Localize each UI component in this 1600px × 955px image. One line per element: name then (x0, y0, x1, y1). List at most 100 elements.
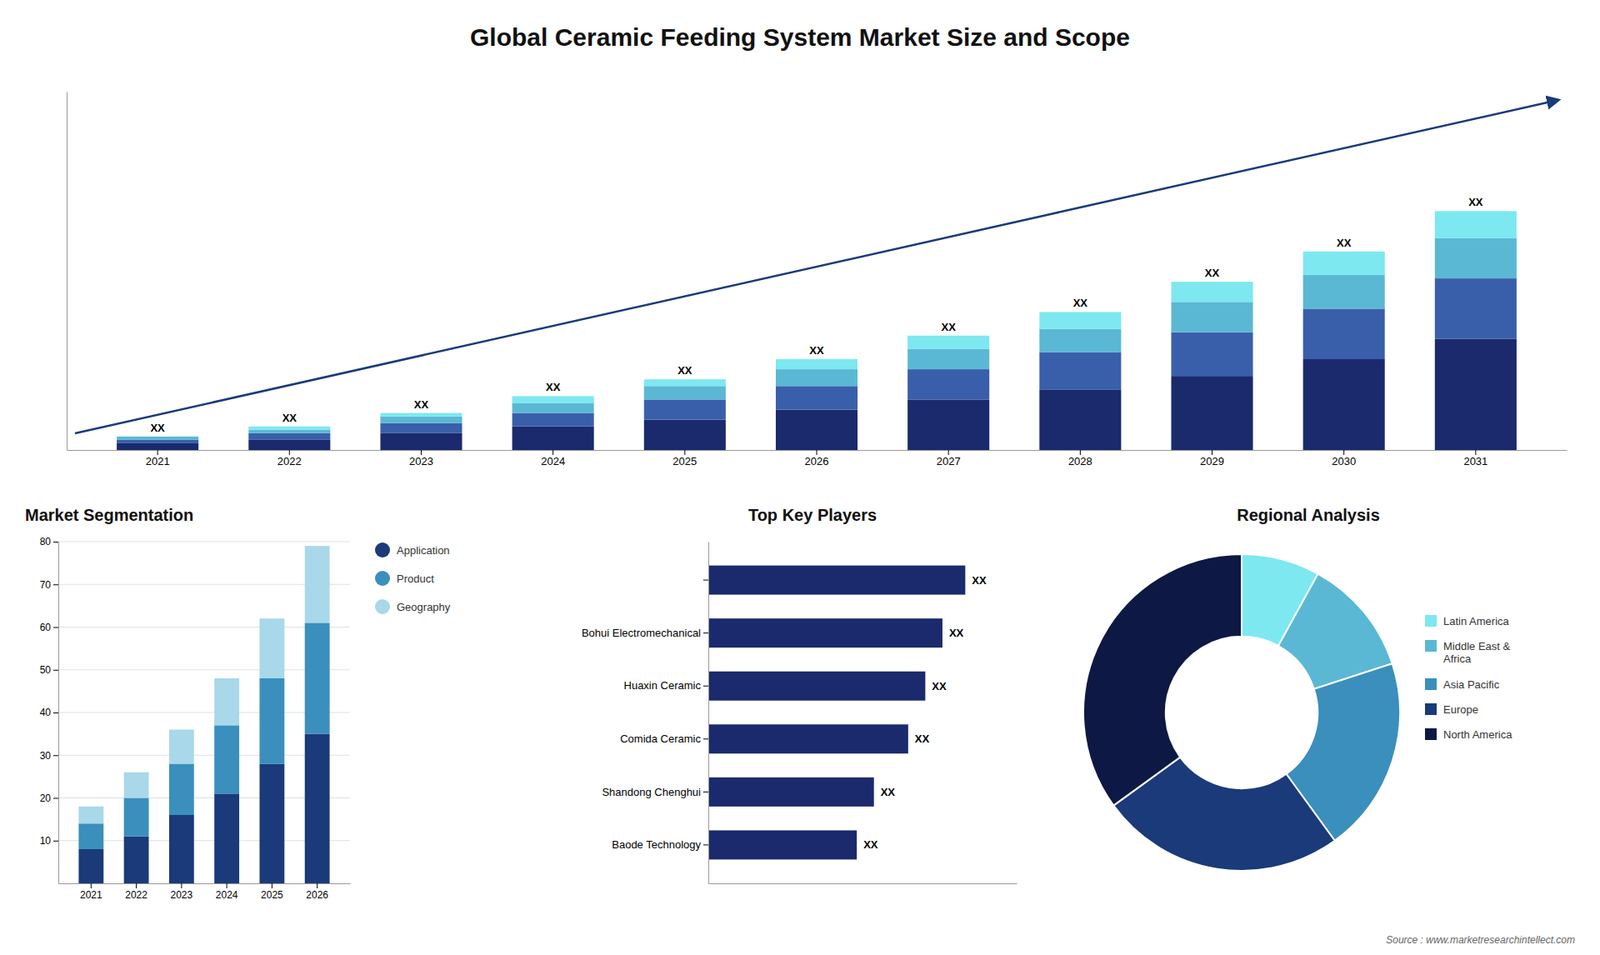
tick: 60 (40, 621, 59, 634)
tick-mark (684, 450, 685, 455)
tick-label: 70 (40, 579, 52, 591)
tick-mark (816, 450, 818, 455)
tick-mark (703, 844, 709, 845)
tick-label: 2026 (305, 889, 329, 901)
bar (124, 836, 150, 884)
tick-mark (703, 632, 709, 634)
source-note: Source : www.marketresearchintellect.com (1385, 934, 1575, 946)
tick-label: Huaxin Ceramic (624, 679, 702, 692)
tick-label: 2025 (260, 889, 284, 901)
slice (1083, 554, 1242, 806)
tick-mark (53, 712, 59, 714)
legend-item: North America (1425, 728, 1513, 741)
tick-label: 80 (40, 535, 52, 548)
data-label: XX (414, 398, 430, 411)
tick-mark (53, 755, 59, 756)
tick-label: 2027 (936, 455, 961, 468)
bar (644, 420, 726, 450)
tick: 80 (40, 535, 59, 548)
bar (259, 678, 285, 765)
plot-area (78, 545, 330, 884)
tick: 2028 (1068, 450, 1093, 468)
tick-label: Comida Ceramic (620, 732, 701, 745)
legend-label-line: Asia Pacific (1443, 678, 1500, 691)
tick-mark (90, 883, 92, 889)
x-axis: 202120222023202420252026 (59, 883, 351, 901)
tick: Bohui Electromechanical (581, 626, 709, 640)
tick-mark (53, 670, 59, 671)
tick: 70 (40, 579, 59, 591)
legend-item: Geography (375, 599, 451, 615)
legend-label-line: Middle East & (1443, 640, 1511, 653)
bar (1303, 251, 1385, 275)
tick-label: 60 (40, 621, 52, 634)
tick-label: Shandong Chenghui (601, 785, 701, 799)
tick-label: 10 (40, 835, 52, 847)
tick-mark (157, 450, 159, 455)
tick-mark (1080, 450, 1081, 455)
bar (259, 618, 285, 679)
tick-label: 2030 (1331, 455, 1356, 468)
tick: 2022 (277, 450, 302, 468)
bar (248, 430, 330, 434)
bar (708, 671, 925, 701)
bar (305, 622, 330, 734)
tick: 2031 (1463, 450, 1488, 468)
chart-title: Global Ceramic Feeding System Market Siz… (470, 23, 1130, 51)
legend-label: Europe (1443, 703, 1479, 716)
bar (169, 730, 195, 765)
bar (248, 433, 330, 440)
bar (116, 440, 199, 444)
plot-area (1083, 554, 1400, 871)
tick-label: 2021 (80, 889, 103, 901)
tick-label: 30 (40, 750, 52, 762)
tick-mark (180, 883, 182, 889)
bar (1170, 375, 1253, 450)
tick: 2029 (1200, 450, 1225, 468)
series (248, 210, 1517, 430)
plot-area (708, 565, 965, 860)
y-axis: Bohui Electromechanical Huaxin Ceramic Com… (581, 542, 710, 885)
tick-mark (1343, 450, 1345, 455)
bar (116, 435, 199, 437)
data-label: XX (880, 785, 896, 799)
chart-title: Market Segmentation (25, 505, 194, 525)
bar (1435, 210, 1517, 238)
bar (644, 385, 726, 400)
legend-swatch (1425, 678, 1437, 690)
bar (775, 369, 858, 386)
bar (512, 402, 595, 413)
tick-mark (703, 685, 709, 687)
bar (775, 359, 858, 370)
tick: 2025 (260, 883, 284, 901)
bar (1170, 301, 1253, 332)
legend-label: Geography (396, 600, 451, 614)
series (116, 238, 1517, 440)
tick-label: 2028 (1068, 455, 1093, 468)
tick-mark (703, 580, 709, 581)
tick: 2023 (409, 450, 434, 468)
data-label: XX (282, 411, 298, 425)
axis-line (66, 92, 68, 451)
tick-mark (53, 627, 59, 629)
bar (708, 565, 965, 595)
legend-swatch (1425, 615, 1437, 627)
tick-mark (226, 883, 228, 889)
tick-label: 2029 (1200, 455, 1225, 468)
tick: 2021 (145, 450, 170, 468)
chart-title: Top Key Players (748, 505, 877, 525)
tick-label: 2021 (145, 455, 170, 468)
bar (248, 426, 330, 430)
bar (775, 385, 858, 410)
axis-line (708, 542, 710, 885)
y-axis: 1020304050607080 (40, 535, 60, 884)
bar (214, 793, 240, 884)
data-label: XX (931, 680, 947, 693)
tick-mark (420, 450, 422, 455)
bar (305, 545, 330, 623)
y-axis (66, 92, 68, 451)
legend-label: Asia Pacific (1443, 678, 1500, 691)
tick: Shandong Chenghui (601, 785, 709, 799)
legend-item: Latin America (1425, 615, 1510, 628)
axis-line (709, 883, 1018, 885)
